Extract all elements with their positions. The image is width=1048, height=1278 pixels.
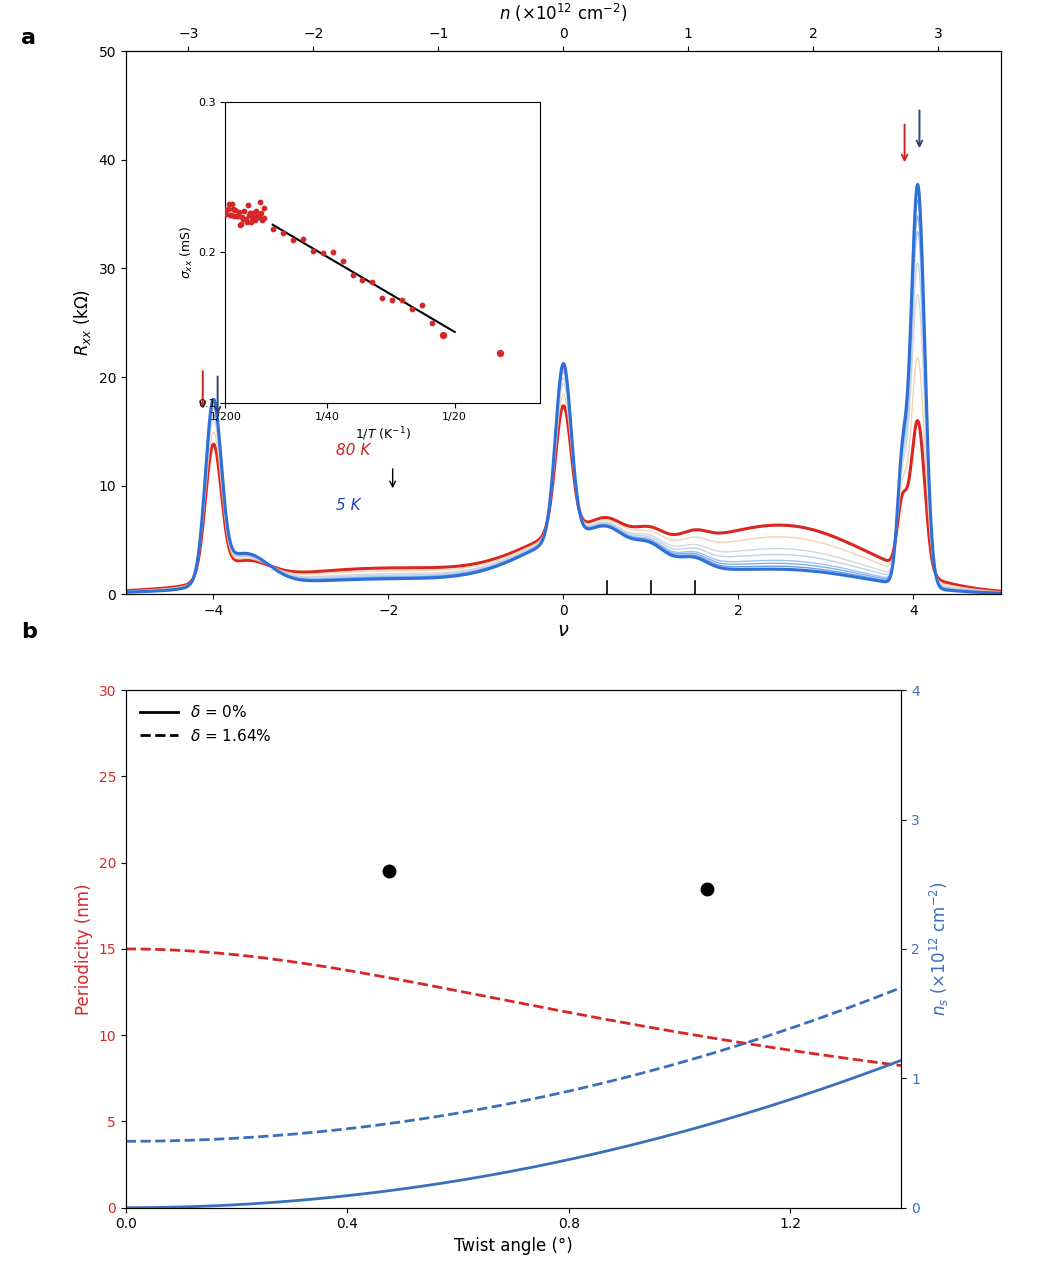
Point xyxy=(250,207,267,227)
Y-axis label: $\sigma_{xx}$ (mS): $\sigma_{xx}$ (mS) xyxy=(179,226,195,279)
Y-axis label: Periodicity (nm): Periodicity (nm) xyxy=(74,883,93,1015)
Point xyxy=(403,299,420,320)
Point xyxy=(423,313,440,334)
Point xyxy=(492,343,508,363)
Point xyxy=(226,206,243,226)
Point xyxy=(232,215,248,235)
Point xyxy=(244,207,261,227)
Point xyxy=(314,243,331,263)
Point xyxy=(305,240,322,261)
Text: b: b xyxy=(21,622,37,643)
Text: a: a xyxy=(21,28,36,49)
Point xyxy=(220,194,237,215)
Point xyxy=(434,325,451,345)
Point xyxy=(364,272,380,293)
Point xyxy=(249,204,266,225)
Point xyxy=(255,208,271,229)
Point xyxy=(252,192,268,212)
Point xyxy=(384,290,400,311)
Point xyxy=(325,242,342,262)
Text: 80 K: 80 K xyxy=(335,443,370,459)
Point xyxy=(243,212,260,233)
Text: 5 K: 5 K xyxy=(335,497,361,512)
Point xyxy=(231,202,247,222)
Point xyxy=(233,213,249,234)
Point xyxy=(217,201,234,221)
Point xyxy=(239,194,256,215)
Point xyxy=(230,206,246,226)
Point xyxy=(223,194,240,215)
Point xyxy=(218,204,235,225)
Point xyxy=(334,250,351,271)
Point xyxy=(265,219,282,239)
Point xyxy=(275,222,291,243)
Point xyxy=(253,203,269,224)
Point xyxy=(247,201,264,221)
Point xyxy=(255,198,271,219)
Point xyxy=(394,290,411,311)
Point xyxy=(234,207,250,227)
Point xyxy=(285,229,302,249)
Point xyxy=(228,206,245,226)
Point xyxy=(238,212,255,233)
Point xyxy=(222,204,239,225)
Point xyxy=(219,199,236,220)
Point xyxy=(242,203,259,224)
Point xyxy=(241,204,258,225)
Point xyxy=(294,229,311,249)
Point xyxy=(413,295,430,316)
X-axis label: Twist angle (°): Twist angle (°) xyxy=(454,1237,573,1255)
Point xyxy=(237,208,254,229)
Y-axis label: $R_{xx}$ (k$\Omega$): $R_{xx}$ (k$\Omega$) xyxy=(72,289,93,357)
X-axis label: $\nu$: $\nu$ xyxy=(558,621,569,640)
Point xyxy=(225,198,242,219)
Point xyxy=(235,210,252,230)
Point xyxy=(354,270,371,290)
Point xyxy=(374,288,391,308)
Point xyxy=(246,210,263,230)
Point xyxy=(245,202,262,222)
X-axis label: 1/$T$ (K$^{-1}$): 1/$T$ (K$^{-1}$) xyxy=(354,426,411,442)
Point xyxy=(254,210,270,230)
Y-axis label: $n_s$ ($\times$10$^{12}$ cm$^{-2}$): $n_s$ ($\times$10$^{12}$ cm$^{-2}$) xyxy=(929,882,952,1016)
Point xyxy=(227,199,244,220)
Point xyxy=(236,201,253,221)
Point xyxy=(344,265,361,285)
X-axis label: $n$ ($\times$10$^{12}$ cm$^{-2}$): $n$ ($\times$10$^{12}$ cm$^{-2}$) xyxy=(499,3,628,24)
Point xyxy=(221,204,238,225)
Point xyxy=(248,207,265,227)
Legend: $\delta$ = 0%, $\delta$ = 1.64%: $\delta$ = 0%, $\delta$ = 1.64% xyxy=(133,698,278,750)
